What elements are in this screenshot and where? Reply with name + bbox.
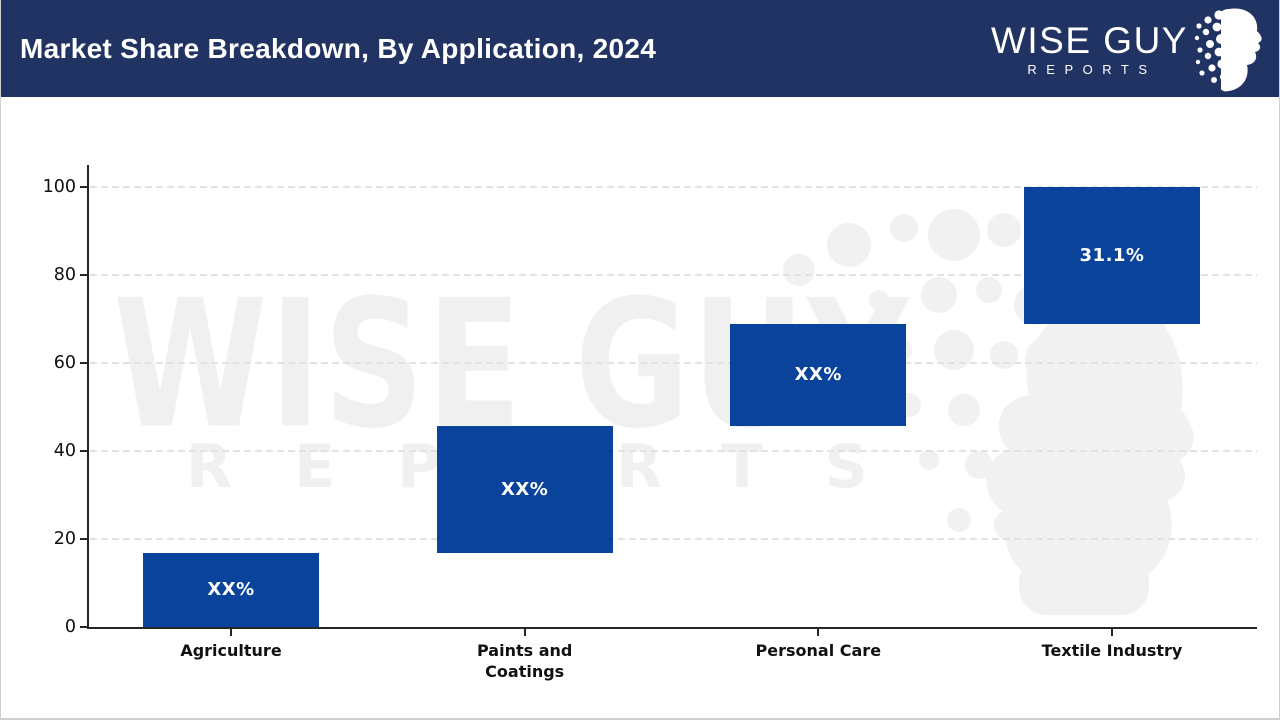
x-axis-line bbox=[87, 627, 1257, 629]
gridline-60 bbox=[90, 362, 1257, 364]
y-tickmark-0 bbox=[80, 626, 87, 628]
y-tick-label-0: 0 bbox=[64, 617, 76, 637]
gridline-100 bbox=[90, 186, 1257, 188]
header-bar: Market Share Breakdown, By Application, … bbox=[1, 0, 1279, 97]
y-tickmark-20 bbox=[80, 538, 87, 540]
brand-name: WISE GUY bbox=[990, 19, 1188, 61]
bar-agriculture: XX% bbox=[143, 552, 319, 627]
bar-value-label: XX% bbox=[501, 478, 549, 500]
y-tick-label-100: 100 bbox=[42, 177, 76, 197]
bar-paints-and-coatings: XX% bbox=[436, 425, 613, 553]
y-tick-label-60: 60 bbox=[53, 353, 76, 373]
bar-value-label: XX% bbox=[794, 364, 842, 386]
brand-subname: REPORTS bbox=[1027, 61, 1157, 77]
y-tickmark-100 bbox=[80, 186, 87, 188]
bar-personal-care: XX% bbox=[730, 323, 907, 426]
gridline-40 bbox=[90, 450, 1257, 452]
brand-head-icon bbox=[1194, 7, 1262, 91]
bar-value-label: 31.1% bbox=[1079, 244, 1145, 266]
brand-text: WISE GUY REPORTS bbox=[990, 19, 1188, 77]
x-category-label-2: Personal Care bbox=[755, 641, 882, 660]
bar-textile-industry: 31.1% bbox=[1024, 187, 1200, 324]
y-tickmark-40 bbox=[80, 450, 87, 452]
gridline-80 bbox=[90, 274, 1257, 276]
x-category-label-1: Paints and Coatings bbox=[477, 641, 573, 681]
x-category-label-0: Agriculture bbox=[180, 641, 282, 660]
y-axis-line bbox=[87, 165, 89, 629]
x-tickmark-0 bbox=[230, 629, 232, 636]
bar-value-label: XX% bbox=[207, 579, 255, 601]
x-tickmark-1 bbox=[523, 629, 526, 636]
y-tickmark-80 bbox=[80, 274, 87, 276]
x-tickmark-3 bbox=[1111, 629, 1113, 636]
watermark-head-icon bbox=[783, 209, 1194, 615]
x-tickmark-2 bbox=[817, 629, 820, 636]
y-tickmark-60 bbox=[80, 362, 87, 364]
chart-title: Market Share Breakdown, By Application, … bbox=[20, 32, 657, 64]
gridline-20 bbox=[90, 538, 1257, 540]
brand-logo: WISE GUY REPORTS bbox=[991, 6, 1265, 92]
x-category-label-3: Textile Industry bbox=[1041, 641, 1183, 660]
y-tick-label-20: 20 bbox=[53, 529, 76, 549]
y-tick-label-40: 40 bbox=[53, 441, 76, 461]
y-tick-label-80: 80 bbox=[53, 265, 76, 285]
